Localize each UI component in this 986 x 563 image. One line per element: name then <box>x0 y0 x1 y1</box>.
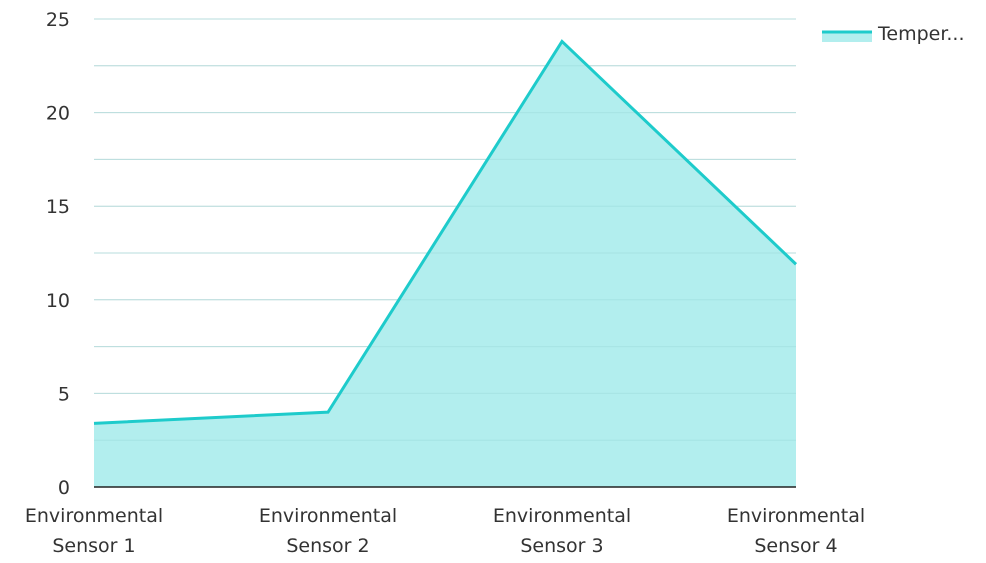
y-tick-label-15: 15 <box>46 196 70 218</box>
y-tick-label-5: 5 <box>58 383 70 405</box>
y-tick-label-25: 25 <box>46 9 70 31</box>
area-fill-series-1 <box>94 41 796 487</box>
area-series <box>94 19 796 487</box>
y-axis-tick-labels: 0 5 10 15 20 25 <box>46 9 70 499</box>
y-tick-label-10: 10 <box>46 290 70 312</box>
y-tick-label-0: 0 <box>58 477 70 499</box>
legend-label-series-1: Temper... <box>877 23 965 45</box>
y-tick-label-20: 20 <box>46 103 70 125</box>
legend[interactable]: Temper... <box>822 23 965 45</box>
